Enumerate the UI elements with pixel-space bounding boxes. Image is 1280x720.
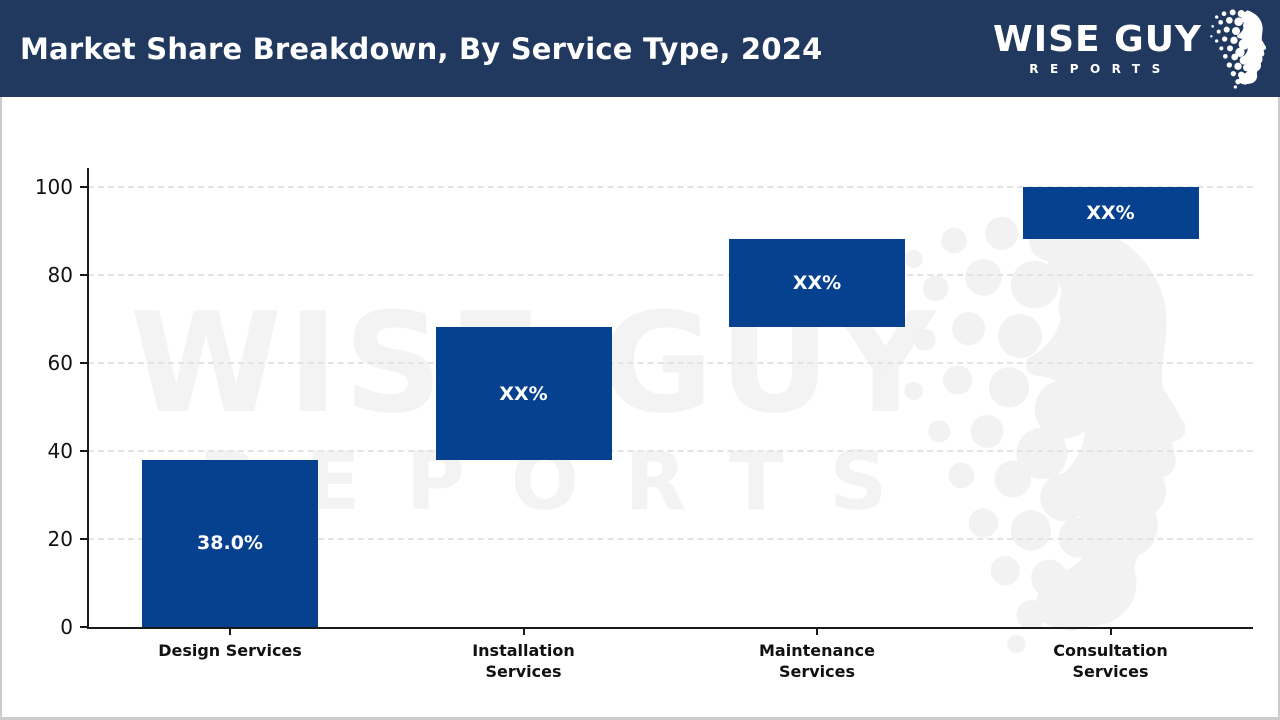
x-tick-mark-design-services — [229, 629, 231, 635]
bar-design-services: 38.0% — [142, 459, 318, 627]
gridline-80 — [88, 273, 1253, 276]
y-tick-label-20: 20 — [47, 526, 73, 551]
chart-title: Market Share Breakdown, By Service Type,… — [20, 31, 823, 66]
x-tick-mark-maintenance-services — [816, 629, 818, 635]
y-tick-mark-100 — [80, 185, 88, 188]
y-tick-label-60: 60 — [47, 350, 73, 375]
wise-guy-reports-logo: WISE GUY REPORTS — [992, 8, 1266, 89]
bar-maintenance-services: XX% — [729, 239, 905, 328]
bar-value-label-design-services: 38.0% — [197, 532, 263, 555]
bar-consultation-services: XX% — [1022, 186, 1199, 240]
bar-value-label-maintenance-services: XX% — [792, 272, 842, 295]
y-axis-line — [87, 168, 89, 629]
x-tick-label-installation-services: Installation Services — [472, 641, 575, 682]
y-tick-mark-80 — [80, 273, 88, 276]
logo-wordmark-line2: REPORTS — [1029, 61, 1172, 76]
logo-wordmark: WISE GUY REPORTS — [992, 18, 1202, 76]
y-tick-mark-40 — [80, 449, 88, 452]
x-tick-label-maintenance-services: Maintenance Services — [758, 641, 875, 682]
dotted-head-icon — [1210, 8, 1266, 89]
gridline-40 — [88, 449, 1253, 452]
y-tick-label-0: 0 — [60, 615, 73, 639]
x-tick-label-design-services: Design Services — [158, 641, 302, 660]
header-bar: Market Share Breakdown, By Service Type,… — [0, 0, 1280, 97]
bar-installation-services: XX% — [435, 327, 612, 460]
x-tick-mark-installation-services — [522, 629, 525, 635]
y-tick-mark-20 — [80, 537, 88, 540]
gridline-60 — [88, 361, 1253, 364]
bar-value-label-installation-services: XX% — [499, 382, 548, 405]
x-tick-label-consultation-services: Consultation Services — [1053, 641, 1168, 682]
y-tick-mark-60 — [80, 361, 88, 364]
y-tick-label-100: 100 — [34, 174, 73, 199]
y-tick-mark-0 — [80, 626, 88, 628]
y-tick-label-80: 80 — [47, 262, 73, 287]
gridline-20 — [88, 537, 1253, 540]
bar-value-label-consultation-services: XX% — [1086, 201, 1135, 224]
x-tick-mark-consultation-services — [1109, 629, 1112, 635]
y-tick-label-40: 40 — [47, 438, 73, 463]
logo-wordmark-line1: WISE GUY — [992, 18, 1202, 60]
gridline-100 — [88, 185, 1253, 188]
x-axis-line — [87, 627, 1253, 629]
